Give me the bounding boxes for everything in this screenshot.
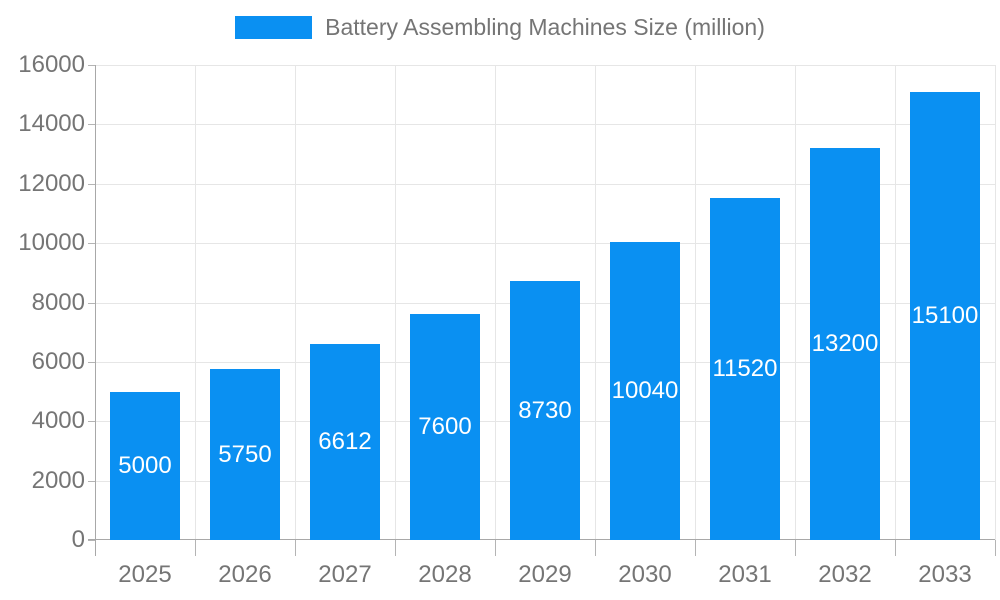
x-axis-tick-label: 2030 — [618, 561, 672, 588]
x-axis-tick-label: 2032 — [818, 561, 872, 588]
y-axis-tick-label: 10000 — [18, 229, 85, 256]
y-axis-tick-label: 6000 — [31, 348, 85, 375]
x-tick — [195, 540, 196, 556]
x-axis-tick-label: 2033 — [918, 561, 972, 588]
bar[interactable]: 11520 — [710, 198, 780, 540]
y-tick — [88, 481, 95, 482]
v-gridline — [895, 65, 896, 540]
bar[interactable]: 5750 — [210, 369, 280, 540]
v-gridline — [295, 65, 296, 540]
y-axis-tick-label: 16000 — [18, 51, 85, 78]
x-axis-tick-label: 2028 — [418, 561, 472, 588]
y-tick — [88, 65, 95, 66]
x-tick — [595, 540, 596, 556]
bar[interactable]: 7600 — [410, 314, 480, 540]
bar-value-label: 5000 — [118, 452, 172, 479]
bar[interactable]: 5000 — [110, 392, 180, 540]
y-axis-tick-label: 0 — [71, 526, 85, 553]
v-gridline — [495, 65, 496, 540]
bar-value-label: 13200 — [811, 330, 879, 357]
x-tick — [395, 540, 396, 556]
y-axis-tick-label: 8000 — [31, 289, 85, 316]
legend[interactable]: Battery Assembling Machines Size (millio… — [0, 14, 1000, 41]
y-axis-tick-label: 12000 — [18, 170, 85, 197]
y-tick — [88, 124, 95, 125]
bar[interactable]: 15100 — [910, 92, 980, 540]
x-tick — [295, 540, 296, 556]
x-tick — [795, 540, 796, 556]
bar-value-label: 8730 — [518, 396, 572, 424]
x-axis-tick-label: 2029 — [518, 561, 572, 588]
y-tick — [88, 303, 95, 304]
y-tick — [88, 421, 95, 422]
bar[interactable]: 13200 — [810, 148, 880, 540]
bar[interactable]: 6612 — [310, 344, 380, 540]
x-tick — [995, 540, 996, 556]
h-gridline — [95, 65, 995, 66]
v-gridline — [795, 65, 796, 540]
v-gridline — [595, 65, 596, 540]
plot-area: 0 2000 4000 6000 8000 10000 12000 14000 16000 500… — [18, 51, 996, 588]
h-gridline — [95, 124, 995, 125]
x-tick — [895, 540, 896, 556]
bar-value-label: 5750 — [218, 440, 272, 468]
bar-value-label: 7600 — [418, 413, 472, 440]
x-axis-tick-label: 2031 — [718, 561, 772, 588]
v-gridline — [695, 65, 696, 540]
legend-label: Battery Assembling Machines Size (millio… — [325, 14, 765, 40]
y-axis-tick-label: 2000 — [31, 467, 85, 494]
x-axis-tick-label: 2027 — [318, 561, 372, 588]
x-tick — [695, 540, 696, 556]
bar[interactable]: 10040 — [610, 242, 680, 540]
y-axis-tick-label: 4000 — [31, 407, 85, 434]
v-gridline — [195, 65, 196, 540]
bar-value-label: 10040 — [611, 377, 679, 404]
y-tick — [88, 184, 95, 185]
y-tick — [88, 362, 95, 363]
x-tick — [495, 540, 496, 556]
h-gridline — [95, 184, 995, 185]
legend-color-swatch — [235, 16, 313, 39]
y-axis-tick-label: 14000 — [18, 110, 85, 137]
y-tick — [88, 243, 95, 244]
y-tick — [88, 540, 95, 541]
x-axis-tick-label: 2026 — [218, 561, 272, 588]
h-gridline — [95, 243, 995, 244]
bar-value-label: 15100 — [911, 302, 979, 329]
v-gridline — [395, 65, 396, 540]
bar[interactable]: 8730 — [510, 281, 580, 540]
y-axis-line — [95, 65, 96, 556]
v-gridline — [995, 65, 996, 540]
bar-value-label: 11520 — [712, 355, 778, 382]
bar-value-label: 6612 — [318, 428, 372, 455]
x-axis-tick-label: 2025 — [118, 561, 172, 588]
